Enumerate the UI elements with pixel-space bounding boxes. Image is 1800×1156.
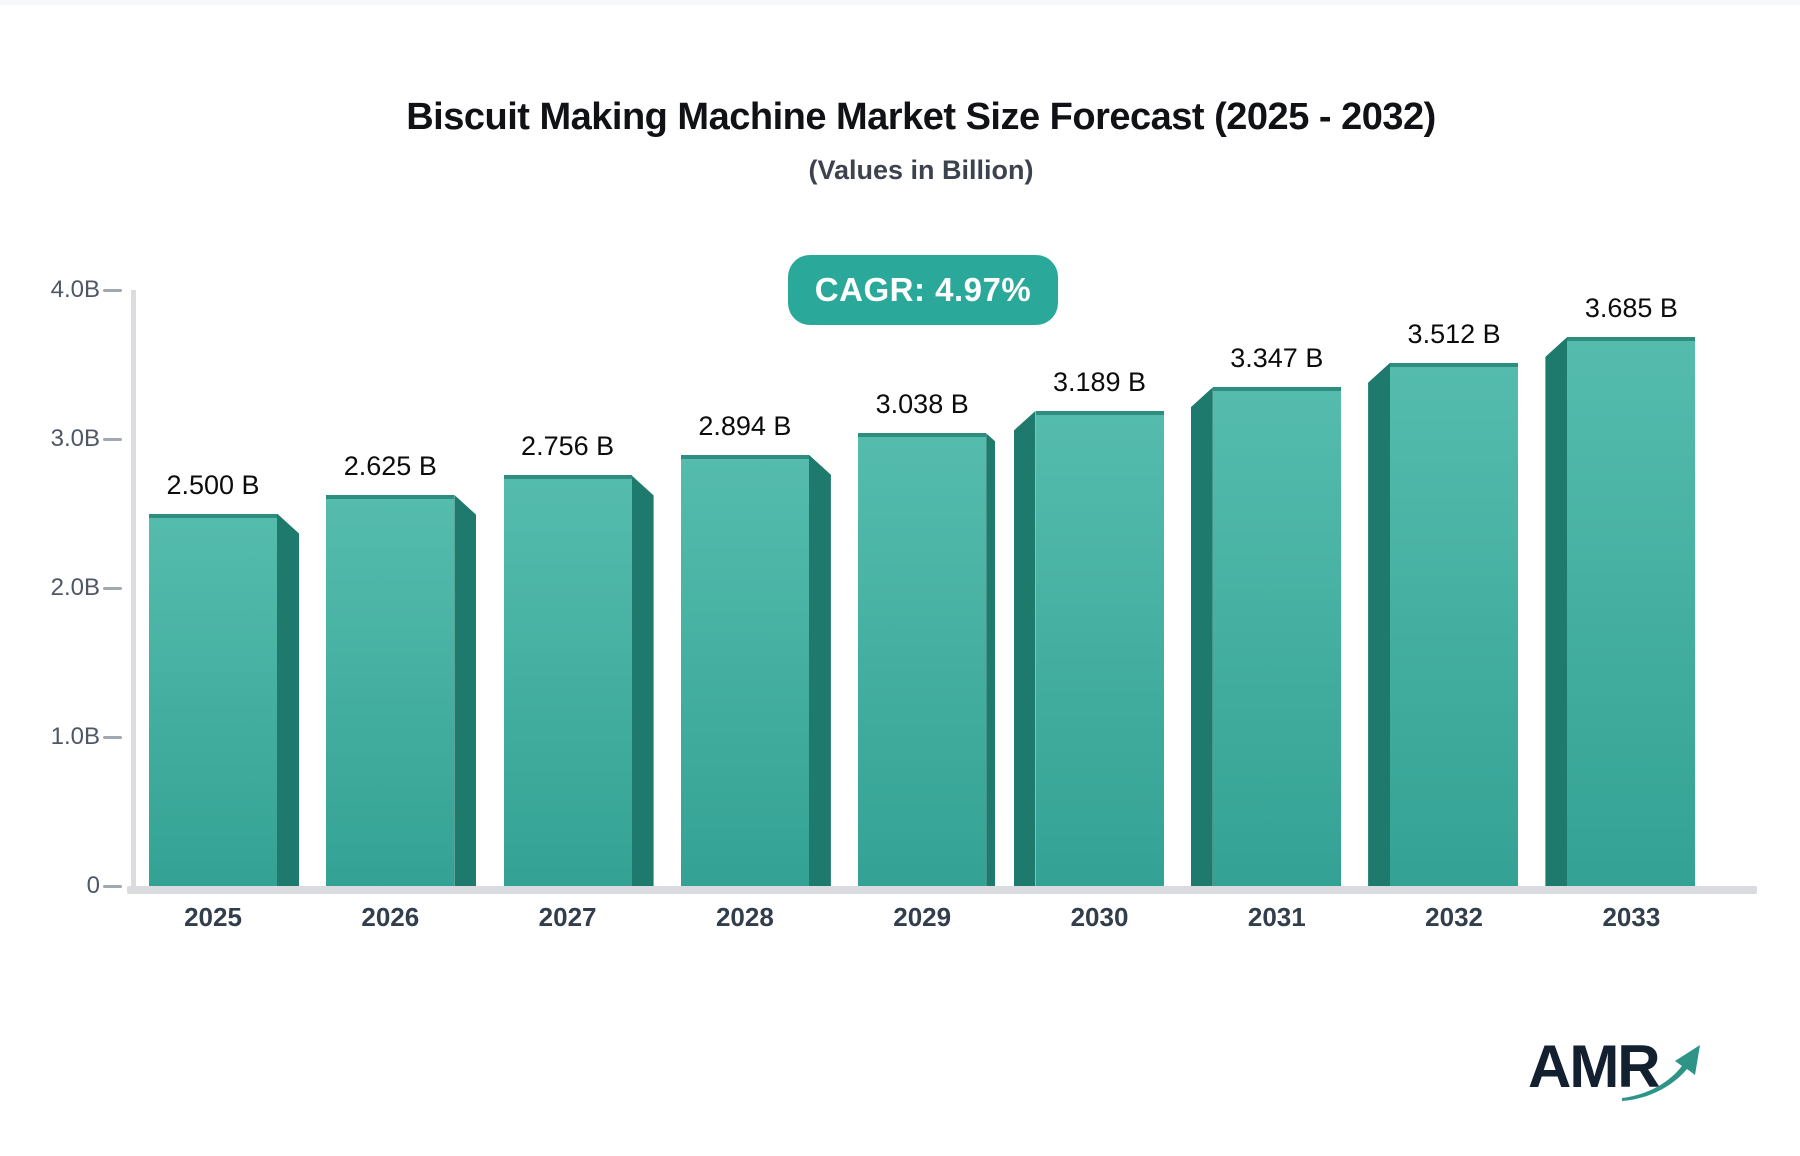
amr-logo-text: AMR bbox=[1528, 1033, 1661, 1100]
bar bbox=[1567, 336, 1696, 886]
bar bbox=[858, 433, 987, 886]
chart-title: Biscuit Making Machine Market Size Forec… bbox=[406, 96, 1436, 138]
y-axis-tick-label: 1.0B bbox=[50, 723, 100, 750]
chart-subtitle: (Values in Billion) bbox=[808, 155, 1034, 185]
bar bbox=[680, 454, 809, 886]
chart-header: Biscuit Making Machine Market Size Forec… bbox=[0, 0, 1800, 185]
bar-side-face bbox=[1190, 387, 1213, 886]
bar-side-face bbox=[631, 475, 654, 886]
y-axis-tick-label: 0 bbox=[86, 872, 100, 899]
x-axis-tick-label: 2032 bbox=[1425, 902, 1484, 932]
amr-logo: AMR bbox=[1528, 1032, 1718, 1122]
x-axis-tick-label: 2025 bbox=[184, 902, 242, 932]
bar-side-face bbox=[986, 433, 996, 886]
cagr-badge: CAGR: 4.97% bbox=[788, 255, 1058, 325]
bar-side-face bbox=[1013, 410, 1036, 886]
bar-side-face bbox=[808, 454, 831, 886]
bar-value-label: 3.512 B bbox=[1407, 318, 1501, 349]
x-axis-tick-label: 2027 bbox=[538, 902, 597, 932]
bar-side-face bbox=[277, 513, 299, 886]
y-axis-tick-mark bbox=[103, 736, 122, 739]
bar-value-label: 2.500 B bbox=[166, 469, 260, 500]
x-axis-tick-label: 2033 bbox=[1602, 902, 1661, 932]
y-axis-tick-label: 3.0B bbox=[50, 425, 100, 452]
bar-value-label: 2.756 B bbox=[521, 431, 615, 462]
bar bbox=[1212, 387, 1341, 886]
x-axis-tick-label: 2029 bbox=[893, 902, 952, 932]
bar-value-label: 3.685 B bbox=[1584, 292, 1678, 323]
bar-side-face bbox=[454, 494, 477, 886]
x-axis-baseline bbox=[127, 886, 1757, 894]
x-axis-tick-label: 2031 bbox=[1247, 902, 1306, 932]
y-axis-tick-mark bbox=[103, 885, 122, 888]
bar-value-label: 2.894 B bbox=[698, 410, 792, 441]
top-border bbox=[0, 0, 1800, 5]
bar bbox=[1390, 362, 1519, 886]
bar bbox=[326, 494, 455, 886]
bar-side-face bbox=[1368, 362, 1391, 886]
y-axis-tick-label: 2.0B bbox=[50, 574, 100, 601]
x-axis-tick-label: 2028 bbox=[715, 902, 774, 932]
y-axis-tick-mark bbox=[103, 438, 122, 441]
y-axis-tick-mark bbox=[103, 587, 122, 590]
bar-value-label: 3.189 B bbox=[1052, 366, 1147, 397]
bar bbox=[1035, 410, 1164, 886]
x-axis-tick-label: 2030 bbox=[1070, 902, 1129, 932]
y-axis-tick-label: 4.0B bbox=[50, 276, 100, 303]
bar-value-label: 3.347 B bbox=[1230, 343, 1324, 374]
y-axis-tick-mark bbox=[103, 289, 122, 292]
x-axis-tick-label: 2026 bbox=[361, 902, 420, 932]
growth-arrow-icon bbox=[1622, 1045, 1700, 1101]
bar bbox=[149, 513, 277, 886]
bar-value-label: 2.625 B bbox=[343, 450, 437, 481]
bar-value-label: 3.038 B bbox=[875, 389, 969, 420]
bar bbox=[503, 475, 632, 886]
y-axis-line bbox=[131, 290, 136, 890]
bar-side-face bbox=[1545, 336, 1568, 886]
